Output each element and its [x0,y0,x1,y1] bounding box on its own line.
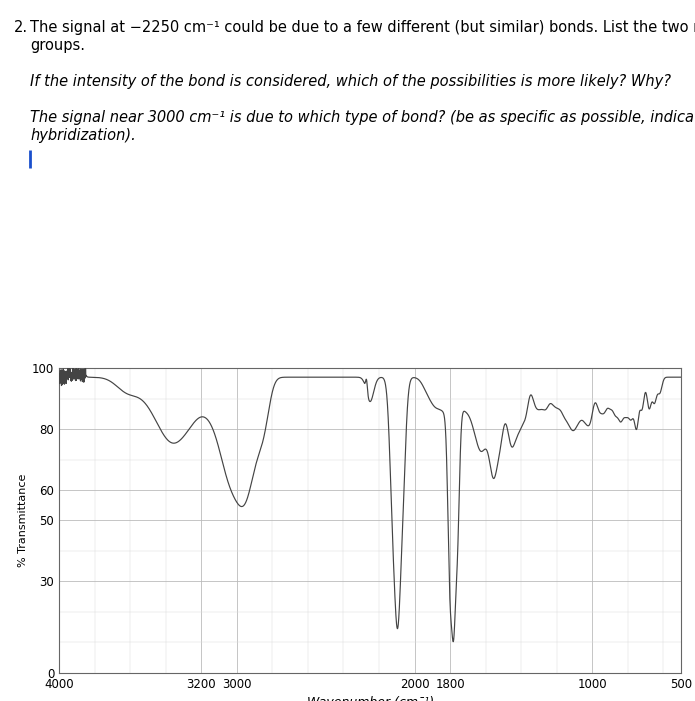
Text: The signal near 3000 cm⁻¹ is due to which type of bond? (be as specific as possi: The signal near 3000 cm⁻¹ is due to whic… [30,110,695,125]
Text: hybridization).: hybridization). [30,128,136,143]
Text: The signal at −2250 cm⁻¹ could be due to a few different (but similar) bonds. Li: The signal at −2250 cm⁻¹ could be due to… [30,20,695,35]
Text: If the intensity of the bond is considered, which of the possibilities is more l: If the intensity of the bond is consider… [30,74,671,89]
Text: 2.: 2. [14,20,28,35]
Y-axis label: % Transmittance: % Transmittance [18,474,28,567]
X-axis label: Wavenumber (cm¯¹): Wavenumber (cm¯¹) [306,696,434,701]
Text: groups.: groups. [30,38,85,53]
